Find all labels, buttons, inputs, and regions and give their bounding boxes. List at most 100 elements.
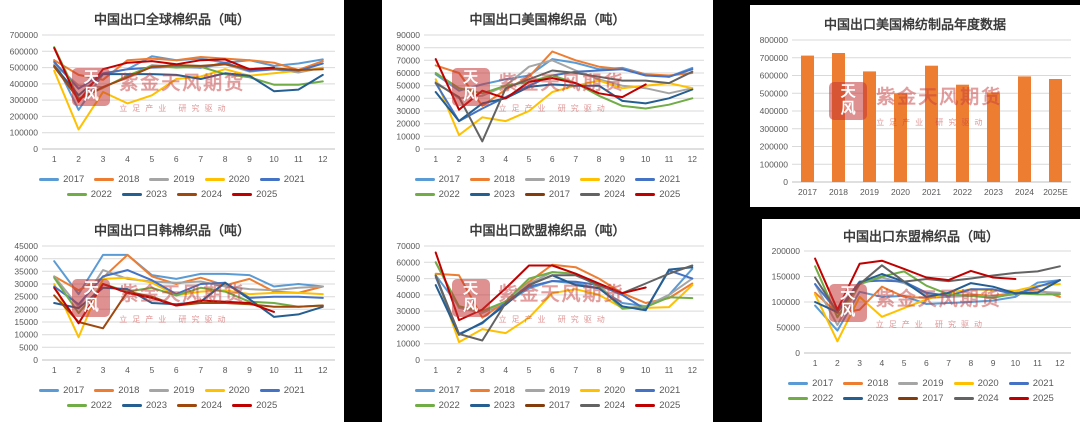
- y-axis-tick-label: 100000: [10, 128, 39, 138]
- chart-eu-exports: 中国出口欧盟棉织品（吨） 0 10000 20000 30000 40000 50000 6…: [382, 211, 713, 422]
- bar-2018: [832, 53, 845, 182]
- y-axis-tick-label: 30000: [14, 279, 38, 289]
- x-axis-tick-label: 2019: [860, 187, 879, 197]
- x-axis-tick-label: 2020: [891, 187, 910, 197]
- x-axis-tick-label: 12: [318, 365, 328, 375]
- legend-label: 2024: [604, 400, 626, 411]
- x-axis-tick-label: 2: [457, 365, 462, 375]
- x-axis-tick-label: 6: [550, 365, 555, 375]
- legend-item-2020: 2020: [953, 378, 999, 389]
- legend-swatch: [635, 389, 656, 392]
- legend-item-2021: 2021: [259, 385, 305, 396]
- y-axis-tick-label: 40000: [14, 254, 38, 264]
- legend-swatch: [177, 404, 197, 407]
- legend-item-2024: 2024: [580, 189, 625, 200]
- y-axis-tick-label: 100000: [760, 159, 789, 169]
- legend-swatch: [414, 389, 435, 392]
- series-line-2017: [53, 253, 324, 296]
- y-axis-tick-label: 200000: [760, 142, 789, 152]
- x-axis-tick-label: 2: [76, 154, 81, 164]
- legend-swatch: [39, 178, 60, 181]
- legend-label: 2017: [548, 400, 571, 411]
- legend-label: 2019: [548, 385, 571, 396]
- legend-swatch: [259, 178, 280, 181]
- chart-global-exports: 中国出口全球棉织品（吨） 0 100000 200000 300000 400000 50…: [0, 0, 344, 211]
- y-axis-tick-label: 70000: [396, 241, 420, 251]
- x-axis-tick-label: 9: [991, 358, 996, 368]
- legend-item-2017: 2017: [414, 385, 460, 396]
- legend-swatch: [580, 178, 601, 181]
- legend-label: 2022: [90, 400, 112, 411]
- legend-label: 2023: [145, 189, 167, 200]
- legend-swatch: [524, 404, 545, 407]
- x-axis-tick-label: 7: [573, 365, 578, 375]
- x-axis-tick-label: 8: [223, 154, 228, 164]
- x-axis-tick-label: 7: [946, 358, 951, 368]
- legend-label: 2020: [228, 174, 250, 185]
- legend-swatch: [580, 193, 601, 196]
- legend-label: 2019: [548, 174, 571, 185]
- legend-label: 2020: [604, 174, 626, 185]
- y-axis-tick-label: 0: [415, 144, 420, 154]
- legend-item-2024: 2024: [580, 400, 625, 411]
- x-axis-tick-label: 3: [480, 154, 485, 164]
- chart-canvas-global: 0 100000 200000 300000 400000 500000 600000 700…: [0, 29, 344, 169]
- chart-title-asean: 中国出口东盟棉织品（吨）: [842, 229, 999, 244]
- y-axis-tick-label: 0: [795, 348, 800, 358]
- legend-label: 2025: [659, 400, 681, 411]
- legend-item-2021: 2021: [635, 174, 680, 185]
- x-axis-tick-label: 2023: [984, 187, 1003, 197]
- x-axis-tick-label: 4: [503, 365, 508, 375]
- legend-item-2019: 2019: [149, 385, 195, 396]
- y-axis-tick-label: 25000: [14, 292, 38, 302]
- x-axis-tick-label: 2: [76, 365, 81, 375]
- series-line-2020: [434, 273, 694, 344]
- x-axis-tick-label: 9: [247, 365, 252, 375]
- legend-item-2020: 2020: [580, 174, 625, 185]
- legend-item-2025: 2025: [635, 400, 680, 411]
- x-axis-tick-label: 4: [125, 154, 130, 164]
- legend-item-2018: 2018: [94, 385, 139, 396]
- x-axis-tick-label: 6: [924, 358, 929, 368]
- chart-canvas-asean: 0 50000 100000 150000 200000 1 2 3 4 5 6 7 8 9 10 11 12: [762, 245, 1080, 373]
- panel-right-top: 中国出口美国棉纺制品年度数据 0 100000 200000 300000 400000…: [750, 5, 1080, 207]
- legend-item-2017: 2017: [414, 174, 460, 185]
- bar-2025E: [1049, 79, 1062, 182]
- bar-2023: [987, 92, 1000, 182]
- chart-canvas-eu: 0 10000 20000 30000 40000 50000 60000 70000 1 2 3 4…: [382, 240, 713, 380]
- legend-swatch: [94, 389, 115, 392]
- legend-item-2024: 2024: [177, 189, 222, 200]
- legend-item-2025: 2025: [232, 189, 277, 200]
- y-axis-tick-label: 200000: [772, 246, 801, 256]
- legend-item-2024: 2024: [177, 400, 222, 411]
- legend-item-2017: 2017: [39, 174, 84, 185]
- x-axis-tick-label: 2: [835, 358, 840, 368]
- chart-canvas-usa: 0 10000 20000 30000 40000 50000 60000 70000 8000…: [382, 29, 713, 169]
- series-line-2024: [434, 69, 694, 143]
- legend-label: 2017: [438, 385, 460, 396]
- y-axis-tick-label: 800000: [760, 35, 789, 45]
- y-axis-tick-label: 40000: [396, 290, 420, 300]
- series-line-2020: [434, 78, 694, 137]
- legend-label: 2018: [493, 385, 515, 396]
- legend-item-2022: 2022: [414, 400, 460, 411]
- legend-item-2019: 2019: [149, 174, 195, 185]
- legend-item-2022: 2022: [788, 393, 833, 404]
- y-axis-tick-label: 20000: [396, 322, 420, 332]
- legend-swatch: [635, 404, 656, 407]
- legend-swatch: [635, 193, 656, 196]
- x-axis-tick-label: 1: [813, 358, 818, 368]
- x-axis-tick-label: 1: [433, 154, 438, 164]
- legend-swatch: [121, 404, 142, 407]
- y-axis-tick-label: 70000: [396, 55, 420, 65]
- chart-title-eu: 中国出口欧盟棉织品（吨）: [469, 223, 626, 238]
- x-axis-tick-label: 10: [269, 365, 279, 375]
- legend-label: 2017: [922, 393, 944, 404]
- legend-item-2025: 2025: [635, 189, 680, 200]
- y-axis-tick-label: 5000: [19, 342, 38, 352]
- legend-swatch: [580, 389, 601, 392]
- legend-swatch: [788, 397, 809, 400]
- x-axis-tick-label: 9: [620, 365, 625, 375]
- legend-swatch: [843, 397, 864, 400]
